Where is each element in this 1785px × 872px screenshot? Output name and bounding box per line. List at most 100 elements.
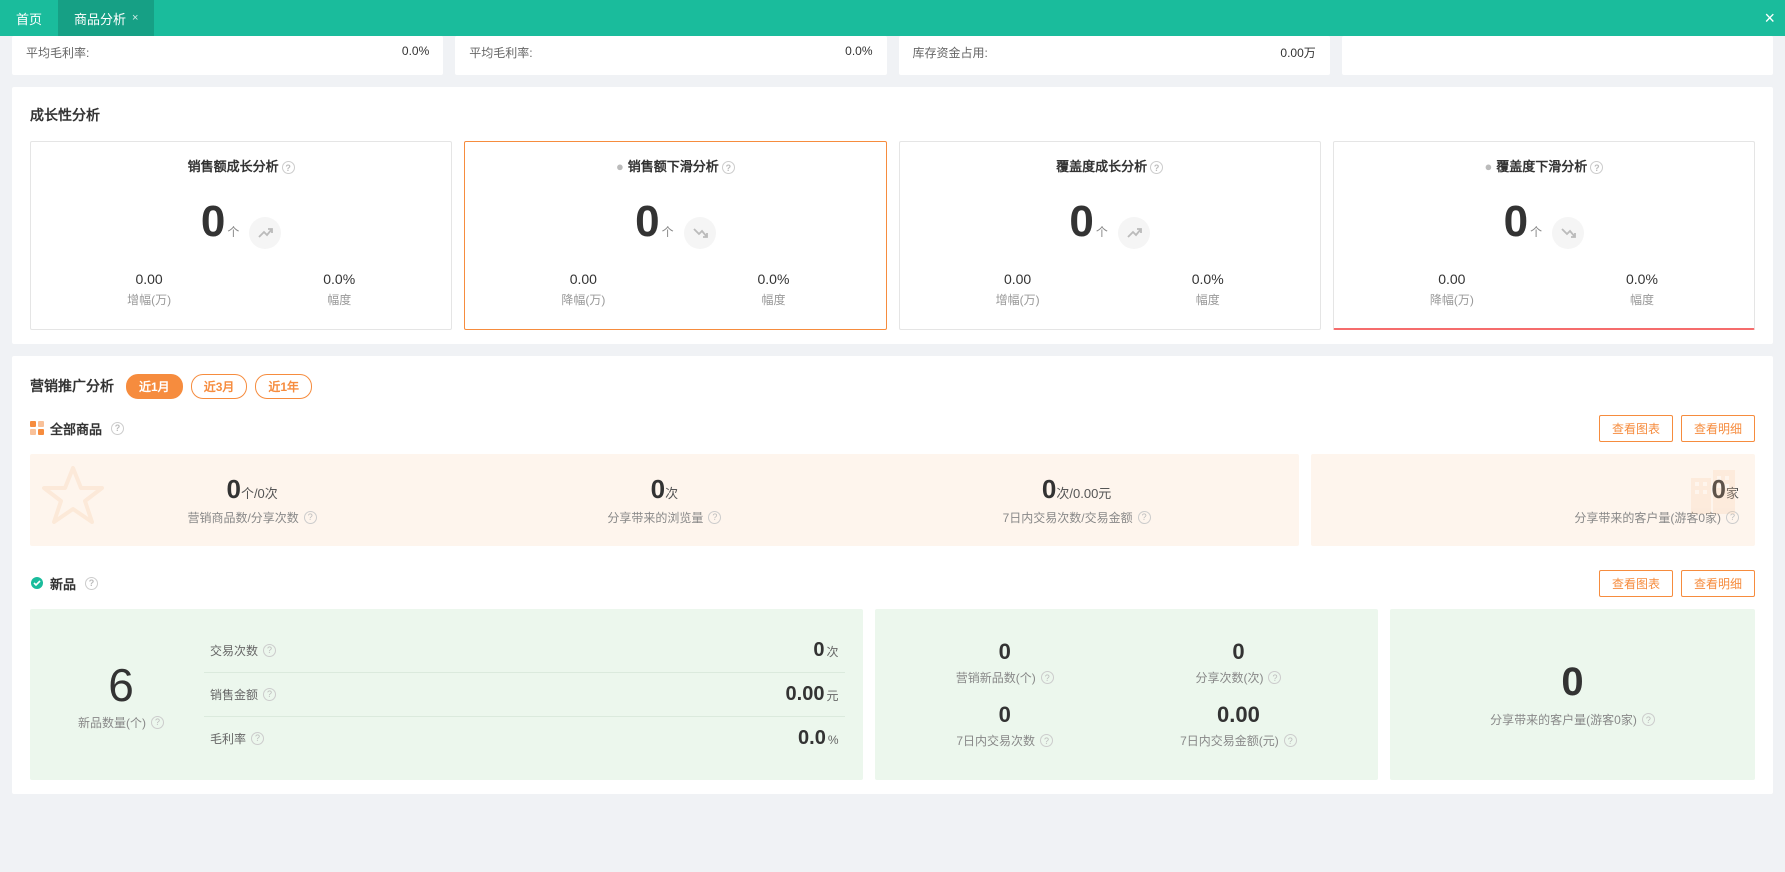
star-bg-icon (38, 462, 108, 535)
new-mid-column: 0 营销新品数(个)? 0 7日内交易次数? (956, 639, 1054, 749)
growth-stat-value: 0.0% (1192, 271, 1224, 287)
mid-value: 0 (956, 639, 1054, 665)
all-products-title: 全部商品 (50, 419, 102, 438)
tab-home[interactable]: 首页 (0, 0, 58, 36)
growth-section: 成长性分析 销售额成长分析?0个0.00增幅(万)0.0%幅度●销售额下滑分析?… (12, 87, 1773, 344)
new-list-row: 销售金额?0.00元 (204, 673, 845, 717)
view-detail-button[interactable]: 查看明细 (1681, 415, 1755, 442)
help-icon[interactable]: ? (304, 511, 317, 524)
help-icon[interactable]: ? (263, 644, 276, 657)
top-card-label: 库存资金占用: (913, 44, 988, 61)
growth-stat-value: 0.00 (127, 271, 171, 287)
tab-product-analysis[interactable]: 商品分析 × (58, 0, 154, 36)
top-card-value: 0.0% (402, 44, 429, 61)
promo-card-main: 0个/0次营销商品数/分享次数?0次分享带来的浏览量?0次/0.00元7日内交易… (30, 454, 1299, 546)
new-list-value: 0.0 (798, 727, 826, 749)
view-chart-button[interactable]: 查看图表 (1599, 415, 1673, 442)
new-list-label: 交易次数 (210, 642, 258, 659)
growth-card-value: 0 (635, 197, 659, 247)
help-icon[interactable]: ? (85, 577, 98, 590)
view-detail-button[interactable]: 查看明细 (1681, 570, 1755, 597)
warn-icon: ● (1484, 159, 1492, 174)
period-3m[interactable]: 近3月 (191, 374, 248, 399)
trend-icon (1552, 217, 1584, 249)
promo-item-label: 营销商品数/分享次数 (187, 509, 298, 526)
promo-card-right: 0家 分享带来的客户量(游客0家) ? (1311, 454, 1755, 546)
help-icon[interactable]: ? (1041, 671, 1054, 684)
growth-card[interactable]: ●覆盖度下滑分析?0个0.00降幅(万)0.0%幅度 (1333, 141, 1755, 330)
promo-item: 0次/0.00元7日内交易次数/交易金额? (871, 474, 1283, 526)
mid-label: 营销新品数(个) (956, 669, 1036, 686)
new-right-label: 分享带来的客户量(游客0家) (1490, 711, 1637, 728)
growth-card-unit: 个 (1096, 225, 1108, 239)
mid-value: 0.00 (1180, 702, 1297, 728)
mid-label: 分享次数(次) (1195, 669, 1263, 686)
growth-card-value: 0 (1069, 197, 1093, 247)
top-card-label: 平均毛利率: (469, 44, 532, 61)
tab-product-label: 商品分析 (74, 9, 126, 28)
growth-stat-value: 0.00 (561, 271, 605, 287)
help-icon[interactable]: ? (1642, 713, 1655, 726)
view-chart-button[interactable]: 查看图表 (1599, 570, 1673, 597)
growth-stat-label: 降幅(万) (561, 291, 605, 308)
help-icon[interactable]: ? (282, 161, 295, 174)
new-list-label: 销售金额 (210, 686, 258, 703)
new-products-title: 新品 (50, 574, 76, 593)
help-icon[interactable]: ? (722, 161, 735, 174)
help-icon[interactable]: ? (1138, 511, 1151, 524)
new-count-value: 6 (78, 658, 164, 712)
new-right-value: 0 (1561, 660, 1583, 705)
new-list-label: 毛利率 (210, 730, 246, 747)
promo-item-label: 分享带来的浏览量 (607, 509, 703, 526)
mid-value: 0 (956, 702, 1054, 728)
new-list-unit: 元 (826, 689, 838, 703)
growth-card[interactable]: 销售额成长分析?0个0.00增幅(万)0.0%幅度 (30, 141, 452, 330)
growth-card[interactable]: 覆盖度成长分析?0个0.00增幅(万)0.0%幅度 (899, 141, 1321, 330)
panel-close-icon[interactable]: × (1764, 8, 1775, 29)
trend-icon (1118, 217, 1150, 249)
period-1y[interactable]: 近1年 (255, 374, 312, 399)
help-icon[interactable]: ? (1040, 734, 1053, 747)
help-icon[interactable]: ? (151, 716, 164, 729)
trend-icon (249, 217, 281, 249)
period-1m[interactable]: 近1月 (126, 374, 183, 399)
help-icon[interactable]: ? (708, 511, 721, 524)
promo-item: 0次分享带来的浏览量? (458, 474, 870, 526)
top-card (1342, 36, 1773, 75)
mid-value: 0 (1180, 639, 1297, 665)
growth-card-title: 销售额下滑分析 (628, 159, 719, 174)
help-icon[interactable]: ? (251, 732, 264, 745)
marketing-section: 营销推广分析 近1月 近3月 近1年 全部商品 ? 查看图表 查看明细 (12, 356, 1773, 794)
promo-item-value: 0 (651, 474, 665, 504)
growth-card-value: 0 (1504, 197, 1528, 247)
mid-label: 7日内交易次数 (956, 732, 1035, 749)
tab-close-icon[interactable]: × (132, 12, 138, 24)
mid-label: 7日内交易金额(元) (1180, 732, 1279, 749)
help-icon[interactable]: ? (1284, 734, 1297, 747)
growth-card-title: 销售额成长分析 (188, 159, 279, 174)
promo-item-label: 7日内交易次数/交易金额 (1003, 509, 1133, 526)
building-bg-icon (1685, 464, 1741, 523)
new-card-left: 6 新品数量(个) ? 交易次数?0次销售金额?0.00元毛利率?0.0% (30, 609, 863, 780)
new-products-icon (30, 576, 44, 590)
growth-stat-label: 幅度 (1626, 291, 1658, 308)
growth-card-unit: 个 (662, 225, 674, 239)
help-icon[interactable]: ? (263, 688, 276, 701)
top-card-value: 0.0% (845, 44, 872, 61)
growth-stat-value: 0.0% (323, 271, 355, 287)
growth-stat-label: 幅度 (1192, 291, 1224, 308)
help-icon[interactable]: ? (1150, 161, 1163, 174)
growth-stat-value: 0.0% (1626, 271, 1658, 287)
growth-stat-label: 幅度 (323, 291, 355, 308)
growth-stat-label: 降幅(万) (1430, 291, 1474, 308)
growth-stat-label: 增幅(万) (996, 291, 1040, 308)
help-icon[interactable]: ? (1268, 671, 1281, 684)
help-icon[interactable]: ? (1590, 161, 1603, 174)
growth-stat-value: 0.0% (757, 271, 789, 287)
growth-card[interactable]: ●销售额下滑分析?0个0.00降幅(万)0.0%幅度 (464, 141, 886, 330)
help-icon[interactable]: ? (111, 422, 124, 435)
top-card: 平均毛利率: 0.0% (12, 36, 443, 75)
promo-item-value: 0 (226, 474, 240, 504)
new-list-row: 毛利率?0.0% (204, 717, 845, 760)
growth-card-unit: 个 (227, 225, 239, 239)
